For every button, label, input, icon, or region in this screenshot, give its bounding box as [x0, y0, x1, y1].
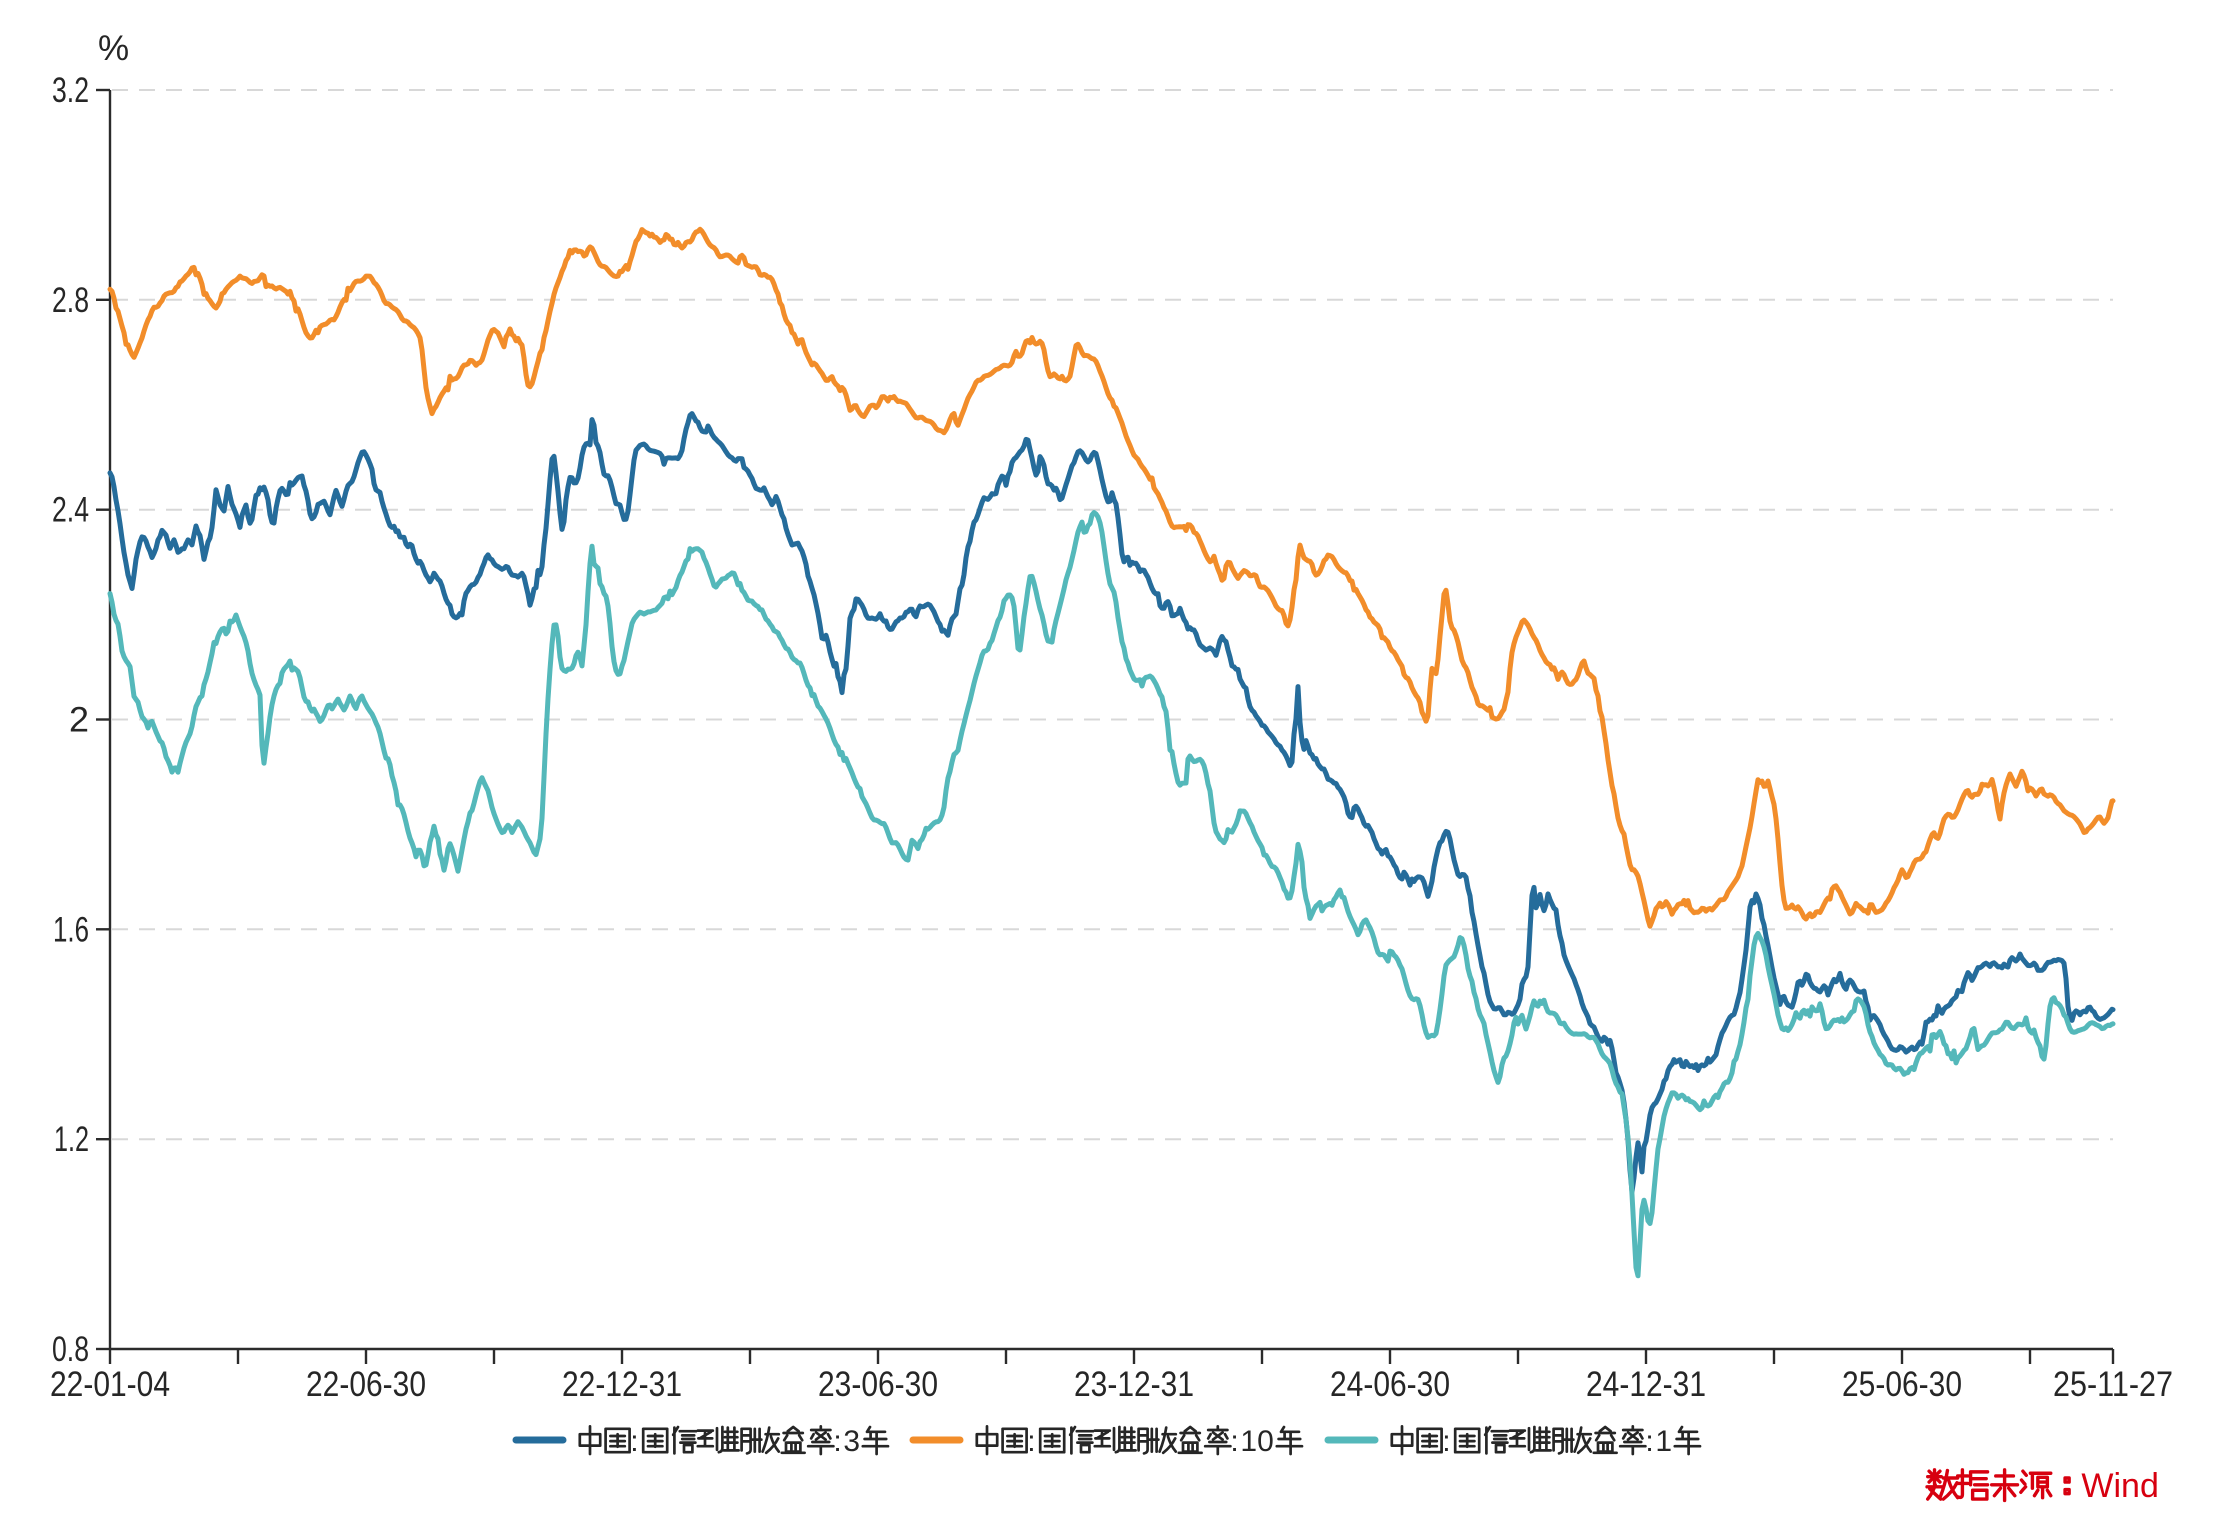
- svg-text:%: %: [98, 29, 129, 68]
- svg-text:2: 2: [69, 701, 89, 740]
- svg-text:22-06-30: 22-06-30: [306, 1365, 426, 1404]
- svg-text::: :: [630, 1425, 638, 1458]
- svg-text:10: 10: [1240, 1425, 1273, 1458]
- svg-text:1: 1: [1655, 1425, 1672, 1458]
- svg-text:2.8: 2.8: [52, 281, 89, 320]
- svg-text:1.6: 1.6: [53, 910, 89, 949]
- svg-text:Wind: Wind: [2081, 1467, 2158, 1505]
- svg-text::: :: [1027, 1425, 1035, 1458]
- svg-text::: :: [833, 1425, 841, 1458]
- svg-text:3: 3: [843, 1425, 860, 1458]
- svg-text:23-06-30: 23-06-30: [818, 1365, 938, 1404]
- svg-text::: :: [1442, 1425, 1450, 1458]
- svg-text::: :: [1230, 1425, 1238, 1458]
- svg-text:2.4: 2.4: [52, 491, 89, 530]
- svg-text:23-12-31: 23-12-31: [1074, 1365, 1194, 1404]
- svg-text:24-12-31: 24-12-31: [1586, 1365, 1706, 1404]
- svg-text:1.2: 1.2: [54, 1120, 89, 1159]
- svg-text::: :: [1645, 1425, 1653, 1458]
- svg-text:25-11-27: 25-11-27: [2053, 1365, 2173, 1404]
- svg-text:25-06-30: 25-06-30: [1842, 1365, 1962, 1404]
- svg-text:24-06-30: 24-06-30: [1330, 1365, 1450, 1404]
- svg-text:3.2: 3.2: [52, 71, 89, 110]
- svg-text:22-01-04: 22-01-04: [50, 1365, 170, 1404]
- svg-text:22-12-31: 22-12-31: [562, 1365, 682, 1404]
- svg-text:0.8: 0.8: [52, 1330, 89, 1369]
